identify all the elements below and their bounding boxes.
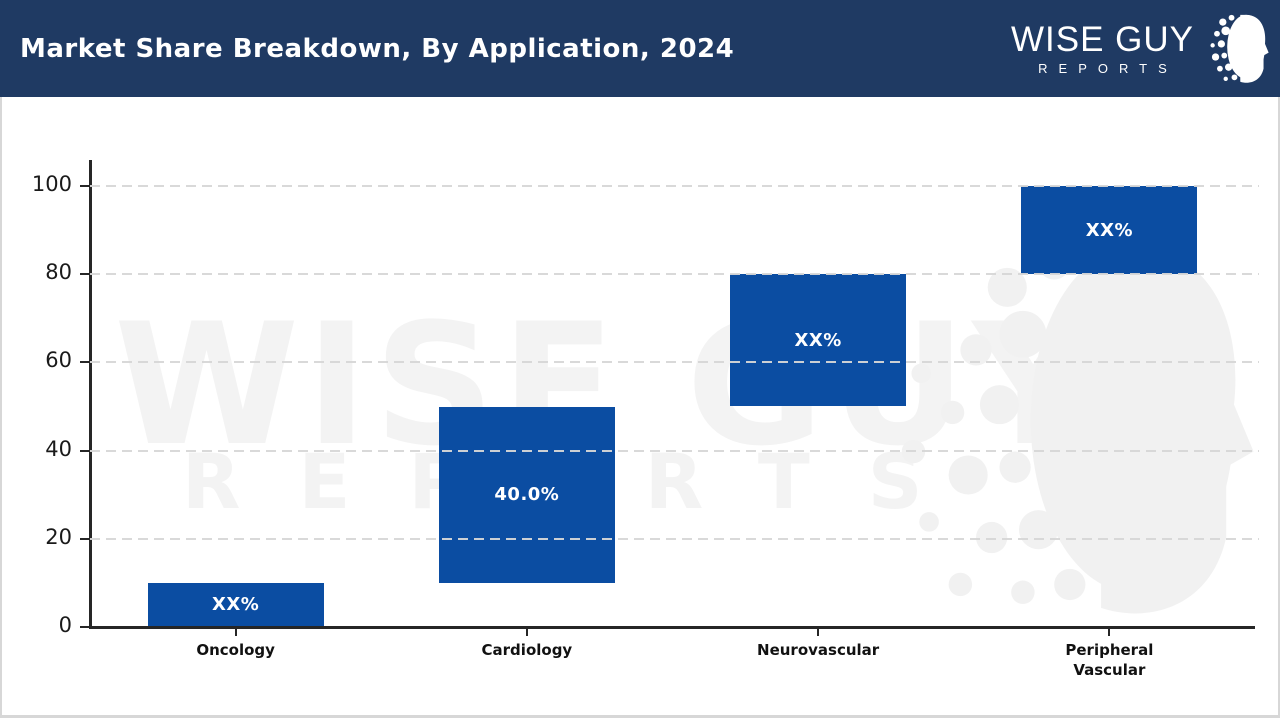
page-title: Market Share Breakdown, By Application, … — [20, 33, 735, 64]
header-bar: Market Share Breakdown, By Application, … — [0, 0, 1280, 97]
y-tick-mark — [80, 449, 89, 452]
y-tick-label: 20 — [45, 524, 72, 549]
bar: XX% — [730, 274, 907, 407]
y-tick-mark — [80, 537, 89, 540]
x-category-label: Cardiology — [481, 641, 573, 659]
bar-value-label: XX% — [211, 594, 260, 616]
gridline — [90, 273, 1259, 276]
bar: XX% — [147, 582, 324, 627]
y-tick-label: 0 — [58, 613, 72, 637]
x-category-label: Neurovascular — [757, 641, 880, 659]
brand-logo-text: WISE GUY REPORTS — [1010, 20, 1194, 77]
x-tick-mark — [525, 628, 528, 636]
y-tick-mark — [80, 626, 89, 628]
x-axis-spine — [89, 626, 1255, 629]
gridline — [90, 185, 1259, 187]
watermark-head-icon — [901, 248, 1254, 614]
x-tick-mark — [234, 628, 237, 636]
x-tick-mark — [1108, 628, 1111, 636]
y-tick-label: 80 — [45, 260, 72, 285]
bar-value-label: XX% — [794, 329, 842, 351]
bar-value-label: 40.0% — [494, 484, 560, 506]
y-axis-spine — [89, 159, 92, 628]
brand-subtitle: REPORTS — [1038, 61, 1178, 76]
gridline — [90, 449, 1259, 452]
x-category-label: Oncology — [196, 641, 275, 659]
x-category-label: Peripheral Vascular — [1065, 641, 1154, 679]
y-tick-mark — [80, 185, 89, 187]
y-tick-mark — [80, 361, 89, 364]
brand-name: WISE GUY — [1010, 20, 1194, 59]
y-tick-label: 100 — [31, 172, 72, 196]
bar: 40.0% — [438, 406, 615, 583]
chart-canvas: WISE GUY REPORTS 020406080100XX%Oncology… — [0, 97, 1280, 718]
bar: XX% — [1021, 186, 1198, 275]
y-tick-label: 40 — [45, 436, 72, 461]
x-tick-mark — [817, 628, 820, 636]
gridline — [90, 537, 1259, 540]
head-dots-logo-icon — [1210, 14, 1269, 83]
gridline — [90, 361, 1259, 364]
brand-logo: WISE GUY REPORTS — [1011, 8, 1270, 90]
bar-value-label: XX% — [1085, 219, 1134, 241]
y-tick-mark — [80, 273, 89, 276]
y-tick-label: 60 — [45, 348, 72, 373]
